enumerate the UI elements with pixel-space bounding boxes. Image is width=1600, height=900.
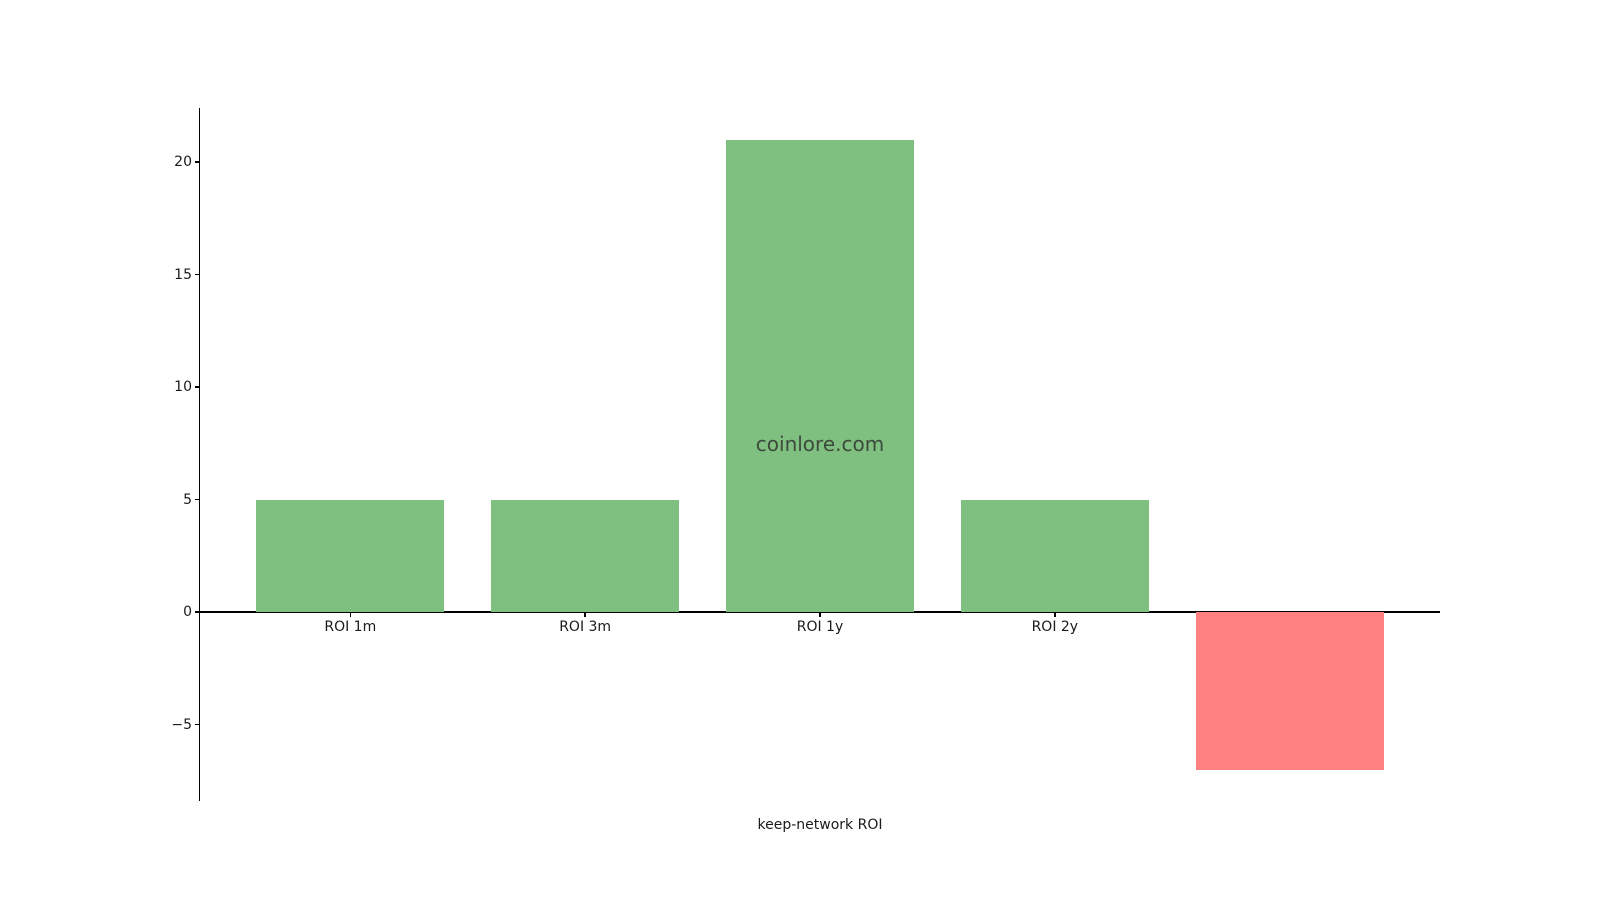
y-tick (195, 723, 200, 726)
y-tick (195, 161, 200, 163)
bar-roi-2y (960, 499, 1149, 612)
x-tick (819, 612, 821, 617)
x-tick (584, 612, 586, 617)
x-tick (349, 612, 351, 617)
chart-title: keep-network ROI (757, 817, 883, 833)
y-tick (195, 273, 200, 276)
x-tick-label: ROI 1m (324, 619, 377, 635)
y-tick-label: 10 (174, 379, 192, 395)
y-tick (195, 386, 200, 388)
bar-5 (1195, 612, 1384, 770)
bar-roi-1y (726, 139, 914, 612)
y-tick (195, 611, 200, 613)
y-tick-label: 5 (183, 491, 192, 508)
y-tick-label: 0 (183, 604, 192, 620)
watermark: coinlore.com (755, 432, 885, 456)
bar-roi-3m (491, 499, 680, 612)
x-tick-label: ROI 2y (1031, 619, 1079, 635)
y-tick (195, 498, 200, 501)
x-tick-label: ROI 1y (796, 619, 844, 635)
y-tick-label: 20 (174, 154, 192, 170)
x-tick-label: ROI 3m (559, 619, 612, 635)
y-tick-label: 15 (174, 266, 192, 283)
x-tick (1054, 612, 1056, 617)
y-axis-line (199, 108, 201, 801)
y-tick-label: −5 (171, 716, 192, 733)
bar-roi-1m (256, 499, 445, 612)
